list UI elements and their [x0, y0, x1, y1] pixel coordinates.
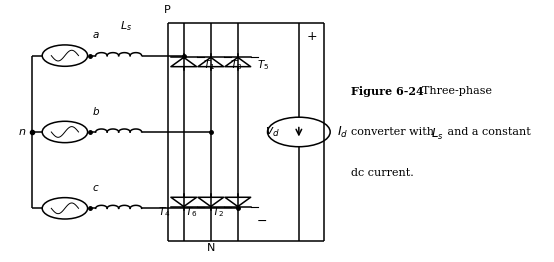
Text: converter with: converter with	[351, 127, 438, 137]
Text: $I_d$: $I_d$	[337, 124, 348, 140]
Text: N: N	[207, 243, 215, 253]
Text: $v_d$: $v_d$	[265, 125, 280, 139]
Text: +: +	[306, 30, 317, 43]
Text: $T_1$: $T_1$	[203, 58, 216, 72]
Text: Three-phase: Three-phase	[415, 86, 492, 96]
Text: $L_s$: $L_s$	[431, 127, 444, 142]
Text: P: P	[164, 5, 171, 15]
Text: and a constant: and a constant	[444, 127, 531, 137]
Text: c: c	[93, 183, 99, 193]
Text: $T_3$: $T_3$	[230, 58, 243, 72]
Text: $T_5$: $T_5$	[258, 58, 270, 72]
Text: b: b	[93, 107, 100, 117]
Text: Figure 6-24: Figure 6-24	[351, 86, 424, 97]
Text: −: −	[257, 215, 268, 227]
Text: $L_s$: $L_s$	[120, 19, 132, 33]
Text: $T_6$: $T_6$	[185, 205, 197, 219]
Text: $T_4$: $T_4$	[158, 205, 171, 219]
Text: dc current.: dc current.	[351, 168, 414, 178]
Text: n: n	[19, 127, 26, 137]
Text: $T_2$: $T_2$	[212, 205, 224, 219]
Text: a: a	[93, 30, 99, 40]
